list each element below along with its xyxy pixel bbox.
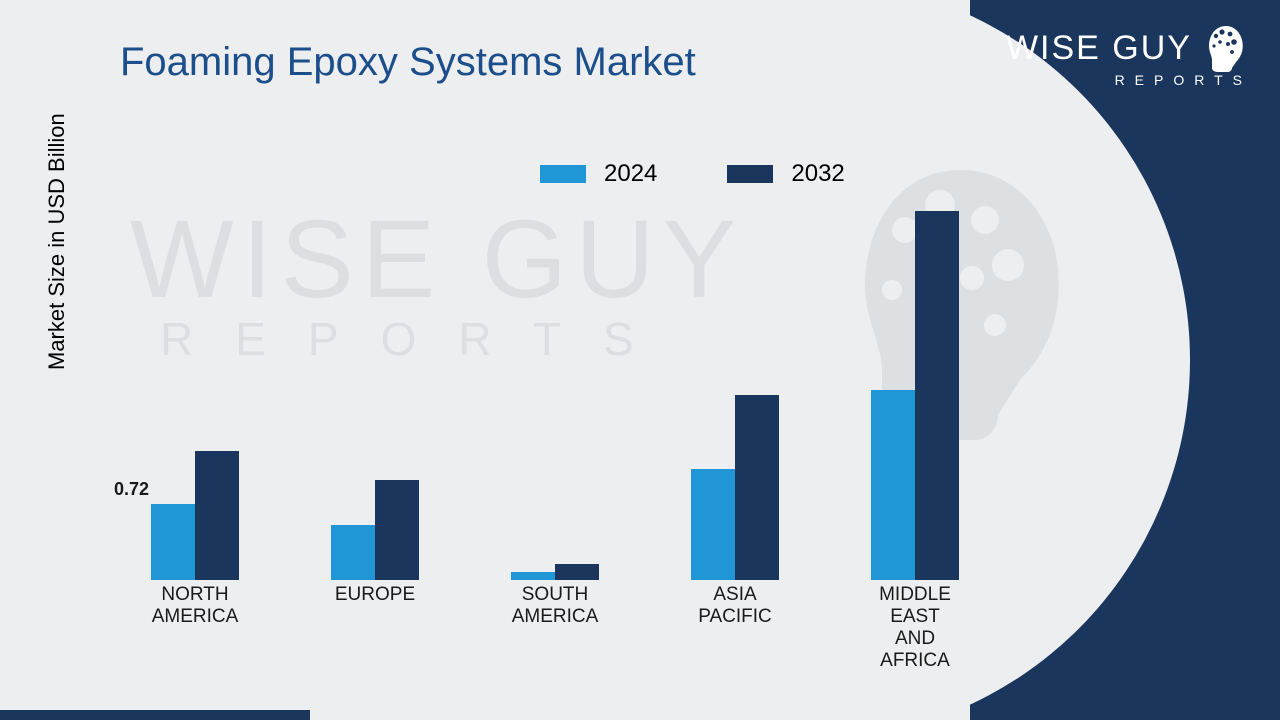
bar — [195, 451, 239, 580]
bar — [375, 480, 419, 580]
bar — [555, 564, 599, 580]
bar — [511, 572, 555, 580]
brand-head-icon — [1200, 22, 1252, 74]
legend-label-2024: 2024 — [604, 160, 657, 188]
bar — [151, 504, 195, 580]
bar — [691, 469, 735, 580]
brand-logo: WISE GUY REPORTS — [1006, 22, 1252, 88]
chart-title: Foaming Epoxy Systems Market — [120, 40, 696, 85]
legend-item-2032: 2032 — [727, 160, 844, 188]
chart-area: 0.72 — [120, 200, 990, 580]
bar — [331, 525, 375, 580]
chart-plot: 0.72 — [120, 200, 990, 580]
y-axis-label: Market Size in USD Billion — [44, 113, 70, 370]
legend: 2024 2032 — [540, 160, 845, 188]
brand-name-text: WISE GUY — [1006, 29, 1192, 68]
bar-group — [840, 211, 990, 580]
x-axis-label: MIDDLEEASTANDAFRICA — [840, 584, 990, 671]
x-axis-label: EUROPE — [300, 584, 450, 671]
bar-group — [660, 395, 810, 580]
legend-swatch-2032 — [727, 165, 773, 183]
x-axis-label: ASIAPACIFIC — [660, 584, 810, 671]
bar-group — [300, 480, 450, 580]
footer-accent-bar — [0, 710, 310, 720]
x-axis-label: SOUTHAMERICA — [480, 584, 630, 671]
brand-logo-line1: WISE GUY — [1006, 22, 1252, 74]
legend-item-2024: 2024 — [540, 160, 657, 188]
bar-group: 0.72 — [120, 451, 270, 580]
brand-logo-line2: REPORTS — [1006, 72, 1252, 88]
bar-value-label: 0.72 — [114, 479, 149, 500]
bar — [735, 395, 779, 580]
x-axis-label: NORTHAMERICA — [120, 584, 270, 671]
legend-label-2032: 2032 — [791, 160, 844, 188]
bar — [871, 390, 915, 580]
page-root: WISE GUY REPORTS Foaming Epoxy Systems M… — [0, 0, 1280, 720]
bar — [915, 211, 959, 580]
legend-swatch-2024 — [540, 165, 586, 183]
x-axis: NORTHAMERICA EUROPE SOUTHAMERICA ASIAPACIFI… — [120, 584, 990, 671]
bar-group — [480, 564, 630, 580]
